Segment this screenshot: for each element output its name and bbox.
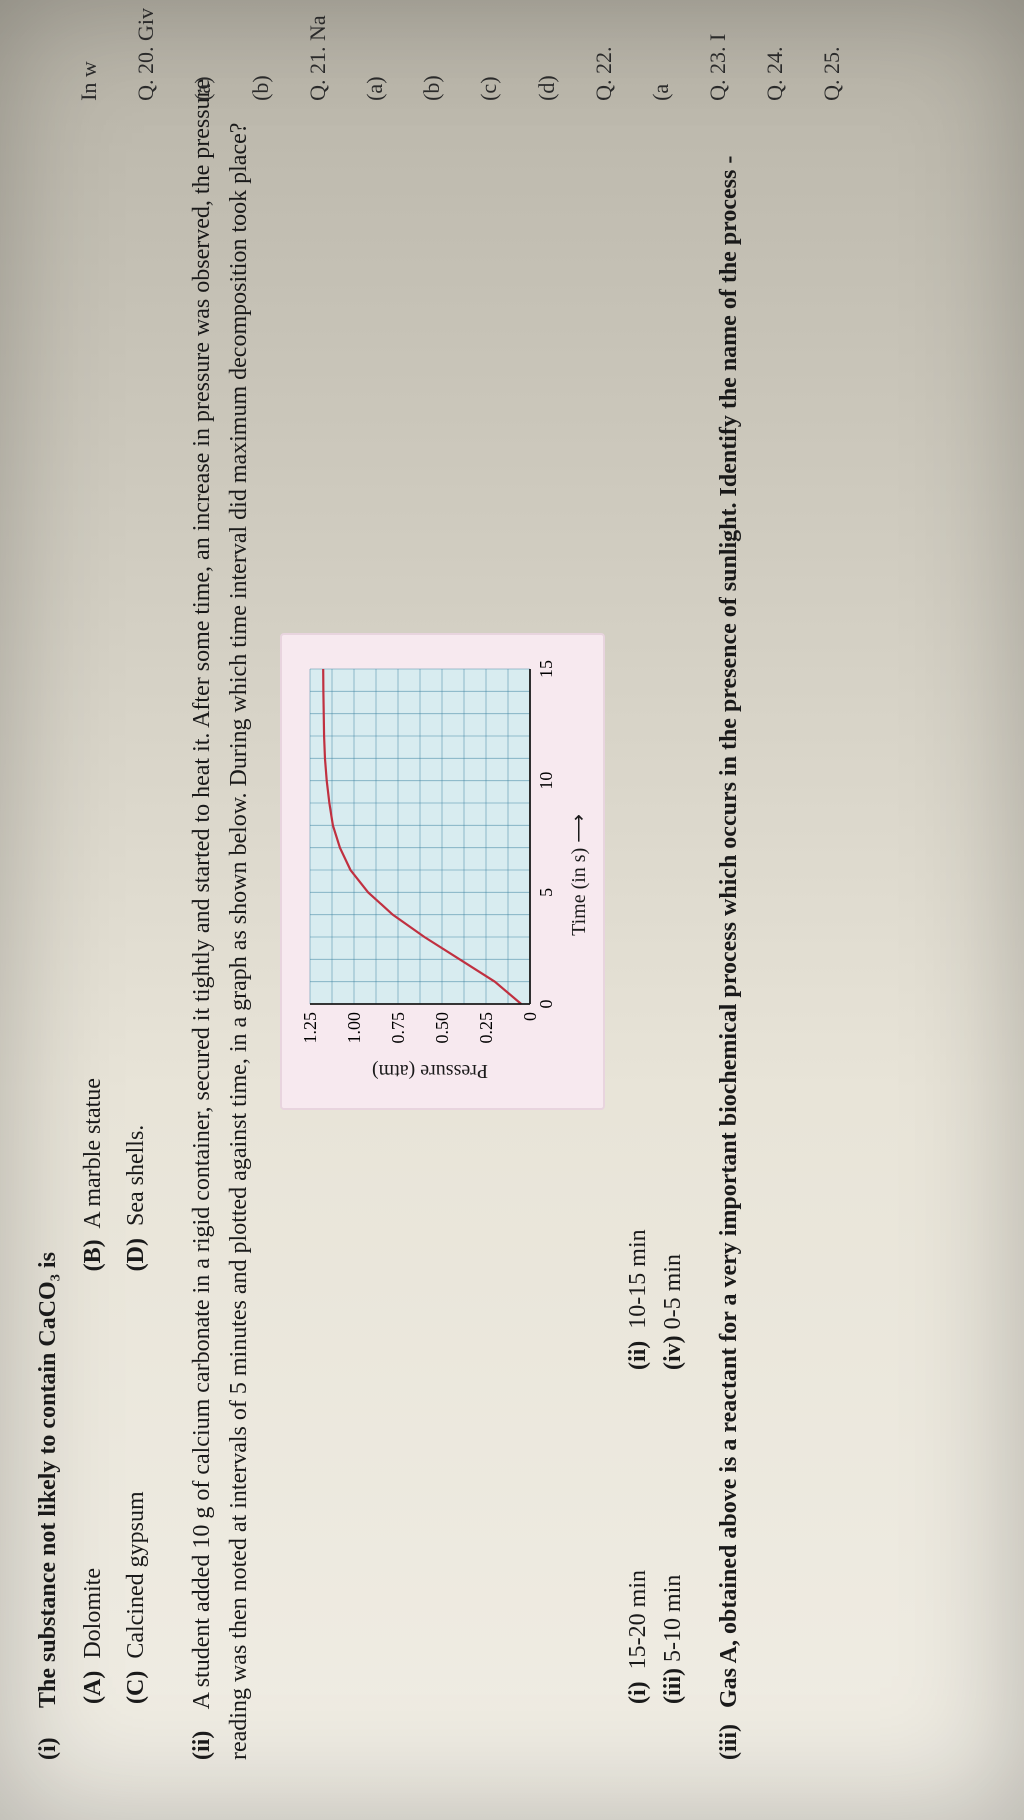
- chart-frame: Pressure (atm) 0 5 10 15 0 0.25 0.50 0.75 1.00 1.…: [280, 634, 605, 1111]
- svg-text:0: 0: [520, 1013, 540, 1022]
- q-text: The substance not likely to contain CaCO…: [35, 1252, 61, 1708]
- option-D: (D) Sea shells.: [118, 1078, 155, 1271]
- textbook-page: (i) The substance not likely to contain …: [0, 0, 1024, 1820]
- svg-text:1.00: 1.00: [344, 1013, 364, 1045]
- next-page-margin: In w Q. 20. Giv (a) (b) Q. 21. Na (a) (b…: [60, 8, 861, 101]
- q-label: (i): [30, 1714, 67, 1760]
- question-iii: (iii) Gas A, obtained above is a reactan…: [711, 40, 748, 1760]
- q-text: Gas A, obtained above is a reactant for …: [716, 156, 742, 1708]
- y-axis-title: Pressure (atm): [300, 1060, 560, 1091]
- svg-text:1.25: 1.25: [300, 1013, 320, 1045]
- chart-wrapper: Pressure (atm) 0 5 10 15 0 0.25 0.50 0.75 1.00 1.…: [280, 40, 605, 1704]
- svg-text:0.75: 0.75: [388, 1013, 408, 1045]
- question-ii: (ii) A student added 10 g of calcium car…: [184, 40, 258, 1760]
- option-ii: (ii) 10-15 min: [625, 1229, 652, 1370]
- pressure-time-chart: 0 5 10 15 0 0.25 0.50 0.75 1.00 1.25: [300, 660, 560, 1060]
- svg-text:10: 10: [536, 772, 556, 790]
- svg-text:0.50: 0.50: [432, 1013, 452, 1045]
- question-i: (i) The substance not likely to contain …: [30, 40, 162, 1760]
- q-text: A student added 10 g of calcium carbonat…: [189, 79, 252, 1760]
- option-iv: (iv) 0-5 min: [660, 1229, 687, 1370]
- q-label: (iii): [711, 1714, 748, 1760]
- question-ii-options: (i) 15-20 min (iii) 5-10 min (ii) 10-15 …: [625, 40, 687, 1704]
- svg-text:5: 5: [536, 888, 556, 897]
- option-iii: (iii) 5-10 min: [660, 1570, 687, 1704]
- x-axis-title: Time (in s) ⟶: [566, 660, 591, 1091]
- q-label: (ii): [184, 1714, 221, 1760]
- option-B: (B) A marble statue: [75, 1078, 112, 1271]
- options-row-1: (A) Dolomite (C) Calcined gypsum (B) A m…: [75, 40, 161, 1704]
- svg-text:0.25: 0.25: [476, 1013, 496, 1045]
- option-C: (C) Calcined gypsum: [118, 1491, 155, 1704]
- option-A: (A) Dolomite: [75, 1491, 112, 1704]
- svg-text:15: 15: [536, 661, 556, 679]
- svg-text:0: 0: [536, 1000, 556, 1009]
- option-i: (i) 15-20 min: [625, 1570, 652, 1704]
